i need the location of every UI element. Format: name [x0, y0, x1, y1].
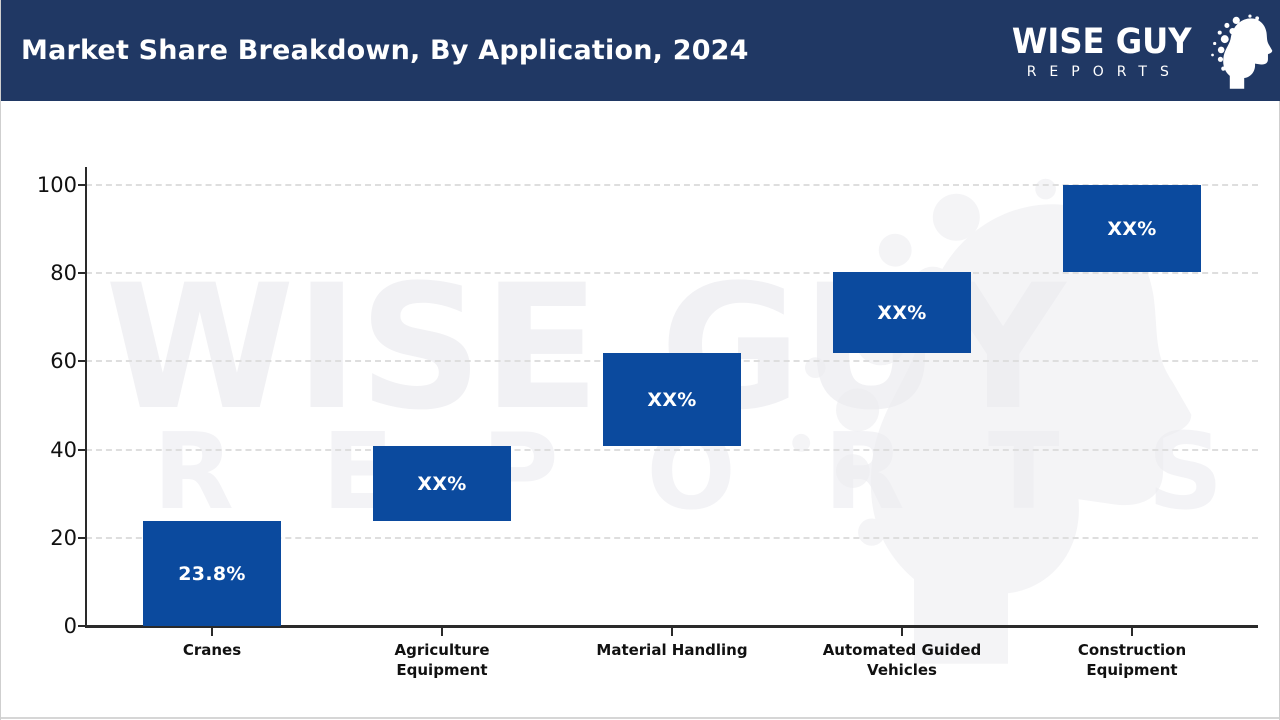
y-tick-label-40: 40 [50, 437, 77, 462]
y-tick-mark-20 [78, 536, 86, 539]
y-tick-label-100: 100 [36, 173, 77, 197]
x-category-label-agriculture-equipment: Agriculture Equipment [394, 641, 490, 679]
header-bar: Market Share Breakdown, By Application, … [1, 0, 1280, 101]
x-category-label-automated-guided-vehicles: Automated Guided Vehicles [822, 641, 982, 679]
brand-subname: REPORTS [1026, 64, 1182, 80]
y-tick-mark-80 [78, 272, 86, 275]
y-tick-mark-60 [78, 360, 86, 363]
x-tick-mark-cranes [211, 627, 213, 636]
bar-value-label-agriculture-equipment: XX% [417, 472, 467, 495]
bar-material-handling: XX% [603, 353, 741, 447]
y-tick-label-20: 20 [50, 525, 77, 550]
x-category-label-material-handling: Material Handling [596, 641, 748, 659]
bar-value-label-construction-equipment: XX% [1107, 217, 1157, 240]
brand-logo: WISE GUY REPORTS [1004, 4, 1273, 98]
gridline-40 [86, 448, 1258, 451]
y-axis-line [85, 167, 87, 627]
brand-name: WISE GUY [1011, 22, 1192, 62]
bar-agriculture-equipment: XX% [373, 446, 511, 522]
bar-value-label-automated-guided-vehicles: XX% [877, 301, 927, 324]
y-tick-mark-100 [78, 184, 86, 186]
y-tick-label-0: 0 [63, 614, 77, 638]
x-category-label-construction-equipment: Construction Equipment [1077, 641, 1187, 679]
x-category-label-cranes: Cranes [182, 641, 242, 659]
y-tick-mark-40 [78, 448, 86, 451]
x-tick-mark-automated-guided-vehicles [901, 627, 903, 636]
bar-cranes: 23.8% [143, 521, 281, 626]
x-tick-mark-agriculture-equipment [441, 627, 443, 636]
x-axis-line [85, 625, 1258, 628]
gridline-100 [86, 184, 1258, 186]
bar-construction-equipment: XX% [1063, 185, 1201, 273]
y-tick-mark-0 [78, 625, 86, 627]
y-tick-label-80: 80 [50, 261, 77, 286]
brand-face-icon [1211, 14, 1273, 89]
gridline-20 [86, 536, 1258, 539]
gridline-80 [86, 272, 1258, 275]
bar-value-label-material-handling: XX% [647, 388, 697, 411]
chart-title: Market Share Breakdown, By Application, … [21, 35, 749, 66]
brand-wordmark: WISE GUY REPORTS [1004, 22, 1199, 80]
y-tick-label-60: 60 [50, 349, 77, 374]
x-tick-mark-material-handling [671, 627, 673, 636]
x-tick-mark-construction-equipment [1131, 627, 1133, 636]
bar-automated-guided-vehicles: XX% [833, 272, 971, 354]
bar-value-label-cranes: 23.8% [178, 562, 246, 585]
